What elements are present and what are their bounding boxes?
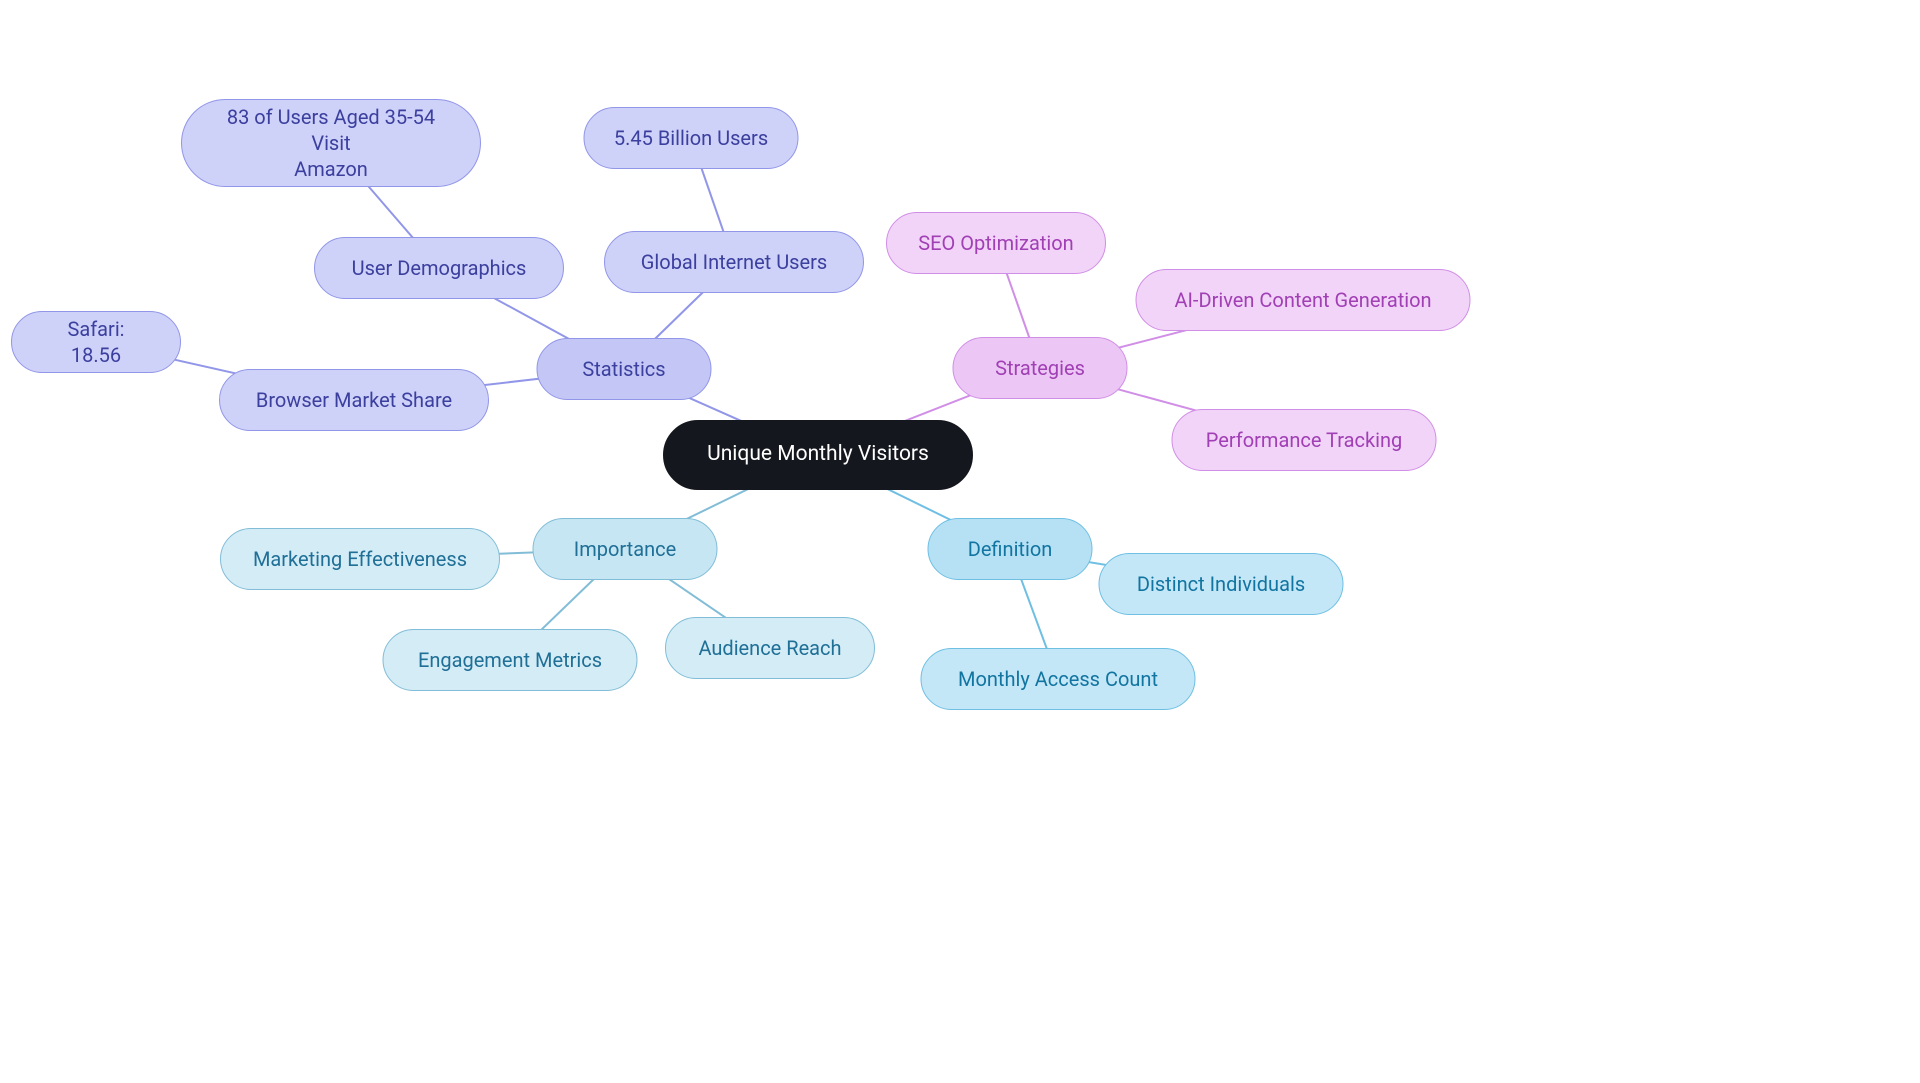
mindmap-canvas: Unique Monthly Visitors Statistics Global … [0,0,1920,1083]
node-amzn: 83 of Users Aged 35-54 Visit Amazon [181,99,481,187]
node-label: 5.45 Billion Users [614,125,768,151]
node-seo: SEO Optimization [886,212,1106,274]
node-545: 5.45 Billion Users [584,107,799,169]
node-saf: Safari: 18.56 [11,311,181,373]
node-label: User Demographics [352,255,527,281]
node-label: Importance [574,536,676,562]
node-mac: Monthly Access Count [921,648,1196,710]
node-label: Distinct Individuals [1137,571,1305,597]
node-label: Statistics [582,356,665,382]
node-def: Definition [928,518,1093,580]
node-label: Performance Tracking [1206,427,1402,453]
node-label: Safari: 18.56 [40,316,152,368]
node-bms: Browser Market Share [219,369,489,431]
node-label: 83 of Users Aged 35-54 Visit Amazon [210,104,452,182]
node-label: Global Internet Users [641,249,827,275]
node-label: Audience Reach [698,635,841,661]
node-label: Definition [968,536,1053,562]
node-label: SEO Optimization [918,230,1073,256]
node-label: Monthly Access Count [958,666,1158,692]
node-ai: AI-Driven Content Generation [1136,269,1471,331]
node-label: Strategies [995,355,1085,381]
node-root: Unique Monthly Visitors [663,420,973,490]
node-giu: Global Internet Users [604,231,864,293]
node-label: Unique Monthly Visitors [707,441,929,468]
node-label: Marketing Effectiveness [253,546,467,572]
node-label: AI-Driven Content Generation [1174,287,1431,313]
node-imp: Importance [533,518,718,580]
node-aud: Audience Reach [665,617,875,679]
node-strat: Strategies [953,337,1128,399]
node-label: Browser Market Share [256,387,452,413]
node-ud: User Demographics [314,237,564,299]
node-stats: Statistics [537,338,712,400]
node-mkt: Marketing Effectiveness [220,528,500,590]
node-label: Engagement Metrics [418,647,602,673]
node-eng: Engagement Metrics [383,629,638,691]
node-dist: Distinct Individuals [1099,553,1344,615]
node-perf: Performance Tracking [1172,409,1437,471]
